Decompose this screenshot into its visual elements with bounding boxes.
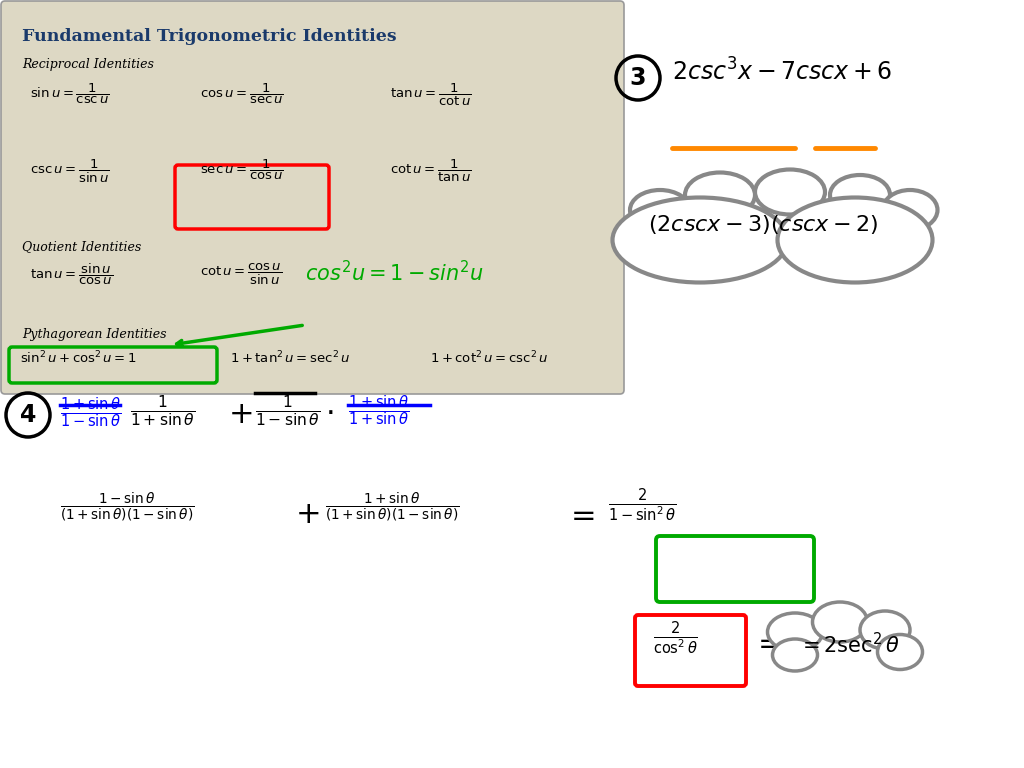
Text: $\frac{2}{\cos^2\theta}$: $\frac{2}{\cos^2\theta}$ xyxy=(653,620,698,657)
Text: $\frac{1+\sin\theta}{(1+\sin\theta)(1-\sin\theta)}$: $\frac{1+\sin\theta}{(1+\sin\theta)(1-\s… xyxy=(325,490,460,523)
FancyBboxPatch shape xyxy=(1,1,624,394)
Text: Fundamental Trigonometric Identities: Fundamental Trigonometric Identities xyxy=(22,28,396,45)
Text: $\frac{1+\sin\theta}{1+\sin\theta}$: $\frac{1+\sin\theta}{1+\sin\theta}$ xyxy=(348,393,410,428)
Text: $\sin u = \dfrac{1}{\csc u}$: $\sin u = \dfrac{1}{\csc u}$ xyxy=(30,82,110,106)
Text: $\sin^2 u + \cos^2 u = 1$: $\sin^2 u + \cos^2 u = 1$ xyxy=(20,350,137,366)
Text: 3: 3 xyxy=(630,66,646,90)
Ellipse shape xyxy=(768,613,822,651)
Text: Reciprocal Identities: Reciprocal Identities xyxy=(22,58,154,71)
Ellipse shape xyxy=(777,197,933,283)
Text: $\csc u = \dfrac{1}{\sin u}$: $\csc u = \dfrac{1}{\sin u}$ xyxy=(30,158,110,185)
Ellipse shape xyxy=(883,190,938,230)
Text: $\tan u = \dfrac{\sin u}{\cos u}$: $\tan u = \dfrac{\sin u}{\cos u}$ xyxy=(30,262,114,287)
Text: $1 + \cot^2 u = \csc^2 u$: $1 + \cot^2 u = \csc^2 u$ xyxy=(430,350,548,366)
Text: $\tan u = \dfrac{1}{\cot u}$: $\tan u = \dfrac{1}{\cot u}$ xyxy=(390,82,472,108)
Text: Quotient Identities: Quotient Identities xyxy=(22,240,141,253)
Text: $\cot u = \dfrac{1}{\tan u}$: $\cot u = \dfrac{1}{\tan u}$ xyxy=(390,158,472,184)
Ellipse shape xyxy=(812,602,867,642)
Text: $\cot u = \dfrac{\cos u}{\sin u}$: $\cot u = \dfrac{\cos u}{\sin u}$ xyxy=(200,262,283,287)
Text: $2csc^3x-7cscx+6$: $2csc^3x-7cscx+6$ xyxy=(672,58,893,85)
Text: $\frac{1+\sin\theta}{1-\sin\theta}$: $\frac{1+\sin\theta}{1-\sin\theta}$ xyxy=(60,395,122,429)
Ellipse shape xyxy=(830,175,890,215)
Ellipse shape xyxy=(630,190,690,230)
Text: $cos^2u = 1 - sin^2u$: $cos^2u = 1 - sin^2u$ xyxy=(305,260,484,285)
Ellipse shape xyxy=(755,170,825,214)
Text: $(2cscx-3)(cscx-2)$: $(2cscx-3)(cscx-2)$ xyxy=(648,214,879,237)
Text: $\cdot$: $\cdot$ xyxy=(325,398,334,427)
Ellipse shape xyxy=(685,173,755,217)
Text: $=$: $=$ xyxy=(565,500,595,529)
Text: $+$: $+$ xyxy=(295,500,319,529)
Text: $+$: $+$ xyxy=(228,400,252,429)
Ellipse shape xyxy=(878,634,923,670)
Text: $\frac{1-\sin\theta}{(1+\sin\theta)(1-\sin\theta)}$: $\frac{1-\sin\theta}{(1+\sin\theta)(1-\s… xyxy=(60,490,195,523)
Ellipse shape xyxy=(860,611,910,649)
Text: $1 + \tan^2 u = \sec^2 u$: $1 + \tan^2 u = \sec^2 u$ xyxy=(230,350,350,366)
Text: $\frac{2}{1-\sin^2\theta}$: $\frac{2}{1-\sin^2\theta}$ xyxy=(608,487,677,524)
Text: 4: 4 xyxy=(19,403,36,427)
Text: $= 2\sec^2\theta$: $= 2\sec^2\theta$ xyxy=(798,632,900,657)
Text: $\frac{1}{1-\sin\theta}$: $\frac{1}{1-\sin\theta}$ xyxy=(255,393,321,428)
Text: $\frac{1}{1+\sin\theta}$: $\frac{1}{1+\sin\theta}$ xyxy=(130,393,196,428)
Text: $=$: $=$ xyxy=(752,628,782,657)
Ellipse shape xyxy=(772,639,817,671)
Text: $\sec u = \dfrac{1}{\cos u}$: $\sec u = \dfrac{1}{\cos u}$ xyxy=(200,158,284,182)
Ellipse shape xyxy=(612,197,787,283)
Text: Pythagorean Identities: Pythagorean Identities xyxy=(22,328,167,341)
Text: $\cos u = \dfrac{1}{\sec u}$: $\cos u = \dfrac{1}{\sec u}$ xyxy=(200,82,284,106)
